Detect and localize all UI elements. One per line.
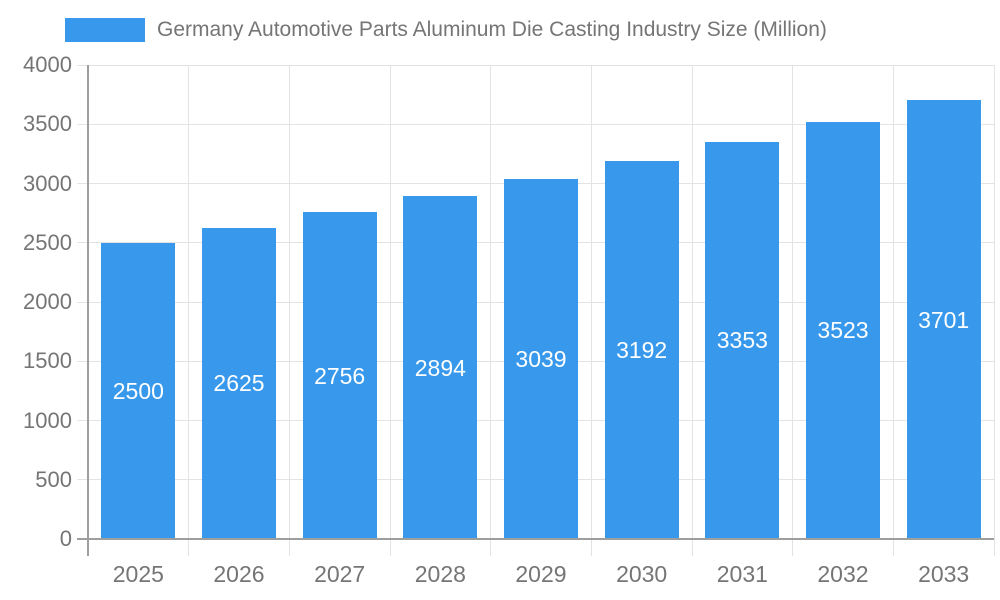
bar-value-label: 2625: [213, 370, 265, 397]
x-tick-label: 2031: [716, 561, 768, 587]
bar-2026: [202, 227, 276, 539]
x-tick-label: 2033: [918, 561, 970, 587]
y-tick-label: 500: [35, 466, 72, 492]
bar-2032: [806, 121, 880, 539]
bar-value-label: 3701: [918, 306, 970, 333]
x-gridline: [792, 65, 794, 556]
bar-2031: [705, 141, 780, 539]
x-gridline: [288, 65, 290, 556]
bar-2028: [403, 196, 478, 539]
bar-value-label: 3039: [515, 345, 567, 372]
x-tick-label: 2028: [414, 561, 466, 587]
x-tick-label: 2026: [213, 561, 265, 587]
bar-2033: [906, 100, 981, 539]
bar-2027: [302, 212, 377, 539]
x-tick-label: 2027: [314, 561, 366, 587]
x-tick-label: 2032: [817, 561, 869, 587]
bar-value-label: 3192: [616, 336, 668, 363]
bar-2030: [604, 160, 679, 539]
bar-2025: [101, 242, 176, 539]
y-axis-line: [87, 65, 89, 556]
x-gridline: [892, 65, 894, 556]
y-tick-label: 2000: [23, 289, 72, 314]
bar-2029: [504, 178, 578, 539]
legend-swatch: [65, 18, 145, 42]
x-gridline: [590, 65, 592, 556]
x-gridline: [691, 65, 693, 556]
y-gridline: [77, 123, 994, 125]
x-gridline: [389, 65, 391, 556]
y-tick-label: 0: [59, 526, 72, 551]
y-gridline: [77, 64, 994, 66]
x-gridline: [993, 65, 995, 556]
x-tick-label: 2029: [515, 561, 567, 587]
bar-value-label: 3523: [817, 317, 869, 344]
x-tick-label: 2025: [112, 561, 164, 587]
y-tick-label: 1000: [23, 407, 72, 433]
y-tick-label: 4000: [23, 52, 72, 77]
bar-value-label: 3353: [716, 327, 768, 354]
bar-value-label: 2756: [314, 362, 366, 389]
x-axis-line: [77, 538, 994, 540]
legend-label: Germany Automotive Parts Aluminum Die Ca…: [157, 18, 827, 41]
x-gridline: [490, 65, 492, 556]
y-tick-label: 3500: [23, 111, 72, 137]
legend: Germany Automotive Parts Aluminum Die Ca…: [65, 18, 827, 42]
y-tick-label: 3000: [23, 170, 72, 196]
bar-value-label: 2500: [112, 377, 164, 404]
y-tick-label: 2500: [23, 229, 72, 255]
bar-value-label: 2894: [414, 354, 466, 381]
x-tick-label: 2030: [616, 561, 668, 587]
y-tick-label: 1500: [23, 348, 72, 374]
x-gridline: [188, 65, 190, 556]
